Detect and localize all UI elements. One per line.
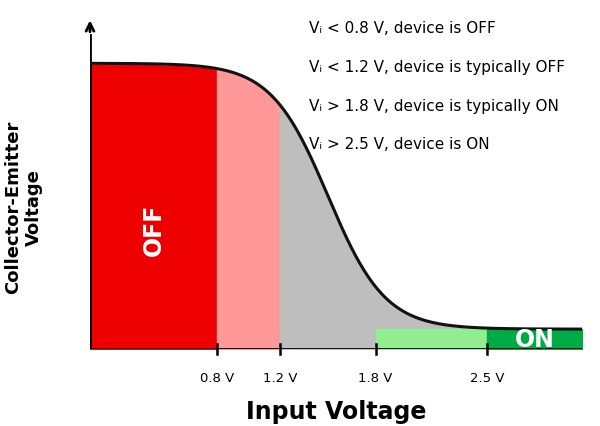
Text: OFF: OFF [142,203,166,256]
Text: 1.2 V: 1.2 V [263,371,298,384]
Text: Vᵢ > 2.5 V, device is ON: Vᵢ > 2.5 V, device is ON [309,137,490,152]
Text: Vᵢ < 0.8 V, device is OFF: Vᵢ < 0.8 V, device is OFF [309,21,496,36]
Text: Vᵢ > 1.8 V, device is typically ON: Vᵢ > 1.8 V, device is typically ON [309,98,559,113]
Text: ON: ON [514,327,554,351]
Text: Collector-Emitter
Voltage: Collector-Emitter Voltage [4,120,43,293]
Text: 2.5 V: 2.5 V [470,371,504,384]
Text: 1.8 V: 1.8 V [358,371,393,384]
Text: Vᵢ < 1.2 V, device is typically OFF: Vᵢ < 1.2 V, device is typically OFF [309,60,565,75]
Text: 0.8 V: 0.8 V [200,371,234,384]
Text: Input Voltage: Input Voltage [246,399,426,423]
